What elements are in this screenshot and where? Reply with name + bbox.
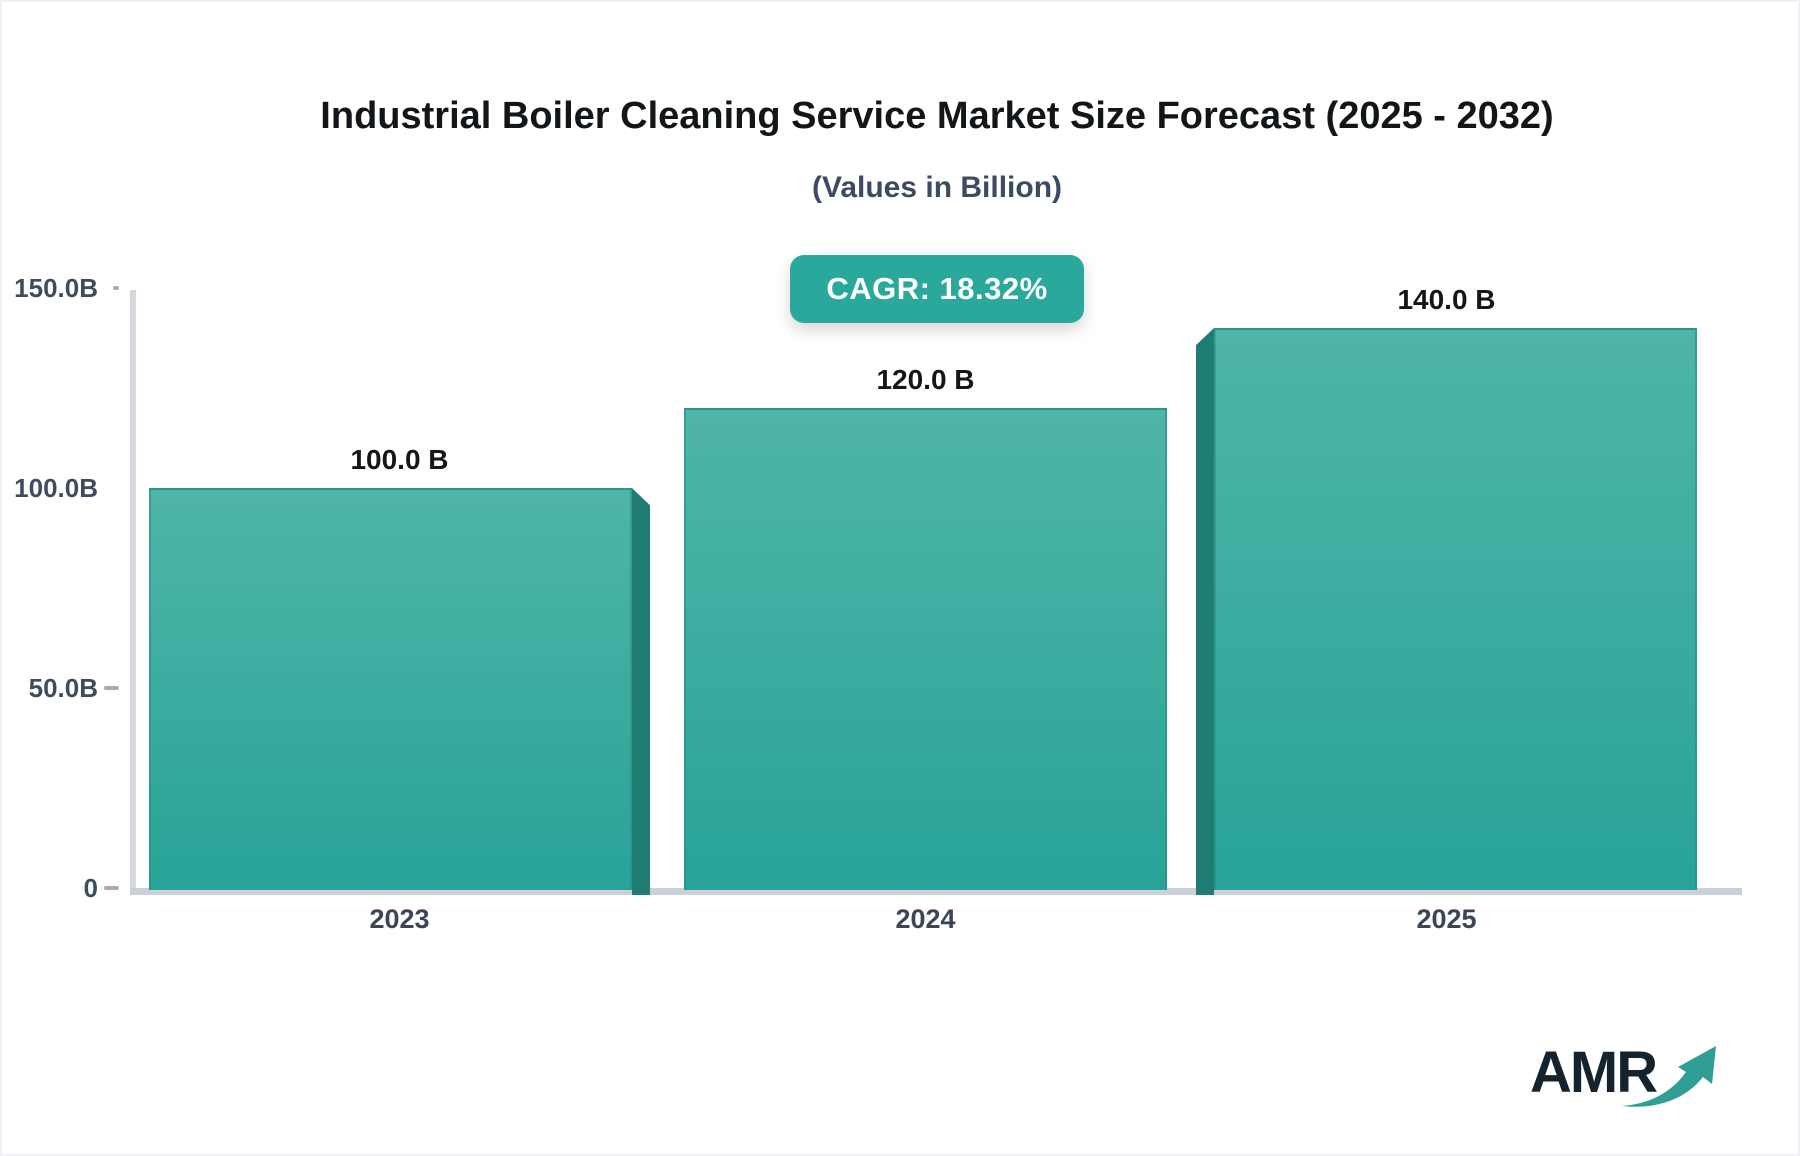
cagr-badge: CAGR: 18.32%: [790, 255, 1084, 323]
bar-value-label: 140.0 B: [1397, 284, 1496, 315]
trend-up-arrow-icon: [1622, 1046, 1716, 1107]
bar-3d-side-right: [632, 488, 650, 895]
bar-2024[interactable]: [684, 408, 1167, 890]
x-axis-line: [130, 888, 1742, 895]
cagr-badge-row: CAGR: 18.32%: [132, 255, 1742, 323]
y-tick-label: 150.0B: [14, 273, 98, 303]
y-tick-mark: [104, 686, 119, 690]
y-tick-label: 50.0B: [28, 673, 98, 703]
y-tick-mark: [113, 286, 119, 290]
x-axis-category-label: 2024: [895, 904, 956, 934]
bar-2023[interactable]: [149, 488, 632, 890]
y-tick-label: 0: [83, 873, 98, 903]
amr-logo: AMR: [1530, 1034, 1740, 1124]
y-tick-mark: [104, 886, 119, 890]
y-axis-line: [130, 290, 136, 895]
amr-logo-text: AMR: [1530, 1040, 1658, 1105]
bar-3d-side-left: [1196, 328, 1214, 895]
bar-value-label: 120.0 B: [876, 364, 975, 395]
y-tick-label: 100.0B: [14, 473, 98, 503]
bar-2025[interactable]: [1214, 328, 1697, 890]
bar-value-label: 100.0 B: [350, 444, 449, 475]
x-axis-category-label: 2023: [369, 904, 430, 934]
chart-subtitle: (Values in Billion): [811, 171, 1063, 204]
chart-title: Industrial Boiler Cleaning Service Marke…: [320, 95, 1554, 137]
x-axis-category-label: 2025: [1416, 904, 1477, 934]
